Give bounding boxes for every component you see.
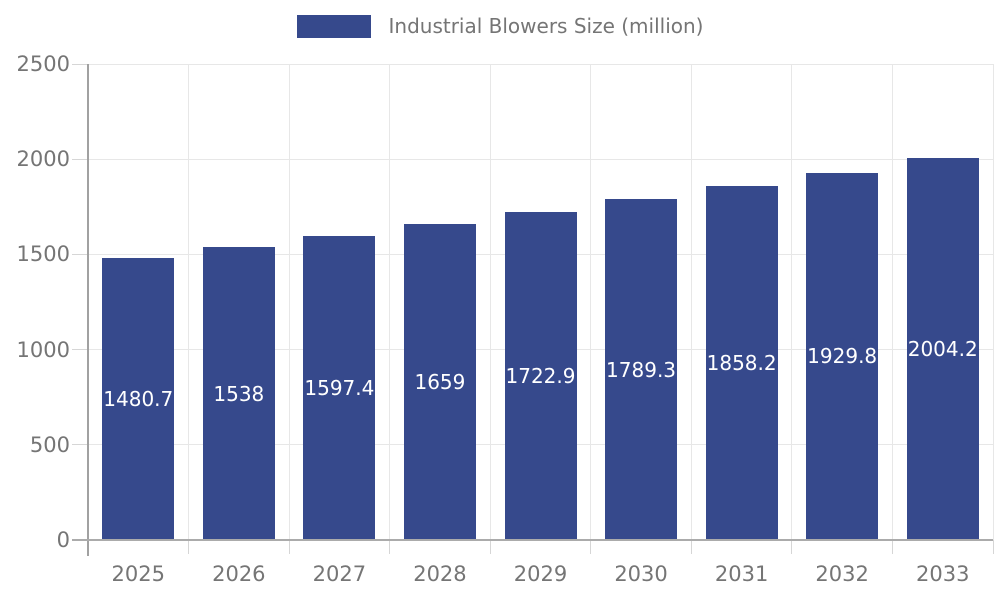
x-axis-label: 2030 [614, 562, 668, 586]
bar-value-label: 1538 [213, 381, 265, 406]
bar [102, 258, 175, 540]
x-gridline [188, 64, 190, 540]
x-axis-label: 2027 [312, 562, 367, 586]
y-axis-line [87, 64, 89, 556]
y-axis-tick [72, 444, 88, 446]
y-axis-label: 500 [29, 432, 70, 457]
bar-value-label: 1480.7 [103, 387, 174, 412]
x-axis-tick [288, 540, 290, 554]
legend: Industrial Blowers Size (million) [0, 14, 1000, 38]
bar-value-label: 1789.3 [606, 357, 677, 382]
legend-swatch [296, 14, 371, 38]
bar-value-label: 1722.9 [505, 363, 576, 388]
x-axis-label: 2026 [212, 562, 266, 586]
x-axis-tick [992, 540, 994, 554]
x-axis-label: 2028 [413, 562, 467, 586]
x-axis-label: 2032 [815, 562, 869, 586]
bar-value-label: 2004.2 [907, 337, 978, 362]
x-axis-label: 2033 [915, 562, 970, 586]
bar [906, 158, 979, 540]
x-gridline [288, 64, 290, 540]
bar [806, 172, 879, 540]
x-gridline [891, 64, 893, 540]
y-axis-label: 2000 [16, 147, 70, 172]
x-axis-baseline [72, 538, 993, 541]
bar-value-label: 1858.2 [706, 351, 777, 376]
y-axis-tick [72, 253, 88, 255]
y-axis-label: 0 [56, 528, 70, 552]
x-axis-tick [188, 540, 190, 554]
x-gridline [690, 64, 692, 540]
bar-value-label: 1929.8 [807, 344, 878, 369]
bar-value-label: 1659 [414, 370, 466, 395]
x-gridline [389, 64, 391, 540]
x-gridline [489, 64, 491, 540]
bar [303, 235, 376, 540]
legend-label: Industrial Blowers Size (million) [388, 14, 704, 38]
x-axis-label: 2029 [513, 562, 568, 586]
x-axis-label: 2025 [111, 562, 165, 586]
y-axis-tick [72, 63, 88, 65]
bar [705, 186, 778, 540]
legend-item[interactable]: Industrial Blowers Size (million) [296, 14, 704, 38]
bar [605, 199, 678, 540]
x-axis-tick [489, 540, 491, 554]
x-axis-tick [690, 540, 692, 554]
y-axis-label: 1500 [16, 242, 70, 267]
x-axis-tick [891, 540, 893, 554]
x-axis-label: 2031 [714, 562, 769, 586]
x-axis-tick [389, 540, 391, 554]
bar [202, 247, 275, 540]
x-gridline [992, 64, 994, 540]
x-gridline [590, 64, 592, 540]
y-axis-tick [72, 349, 88, 351]
y-axis-label: 1000 [16, 337, 70, 362]
y-gridline [88, 63, 993, 65]
y-axis-label: 2500 [16, 52, 70, 76]
bar [403, 224, 476, 540]
x-axis-tick [791, 540, 793, 554]
x-axis-tick [590, 540, 592, 554]
y-gridline [88, 158, 993, 160]
x-gridline [791, 64, 793, 540]
bar-value-label: 1597.4 [304, 375, 375, 400]
bar [504, 211, 577, 540]
y-axis-tick [72, 158, 88, 160]
